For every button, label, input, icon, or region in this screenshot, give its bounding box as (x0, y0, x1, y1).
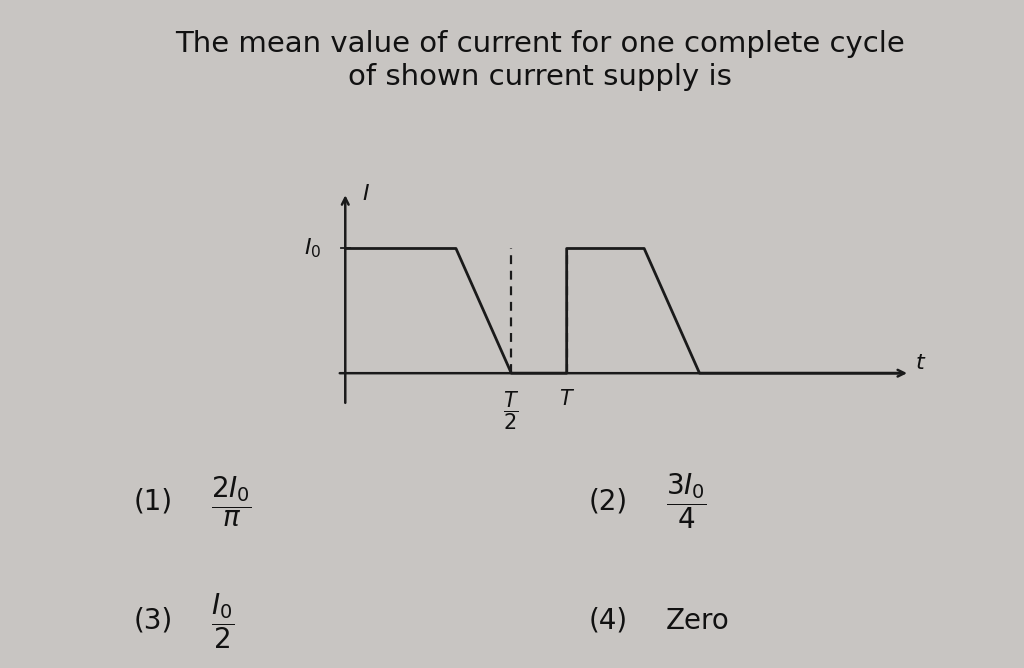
Text: $I_0$: $I_0$ (303, 236, 321, 261)
Text: $\dfrac{T}{2}$: $\dfrac{T}{2}$ (503, 389, 519, 432)
Text: $\dfrac{2I_0}{\pi}$: $\dfrac{2I_0}{\pi}$ (211, 474, 252, 528)
Text: $I$: $I$ (361, 184, 370, 204)
Text: Zero: Zero (666, 607, 730, 635)
Text: $\dfrac{3I_0}{4}$: $\dfrac{3I_0}{4}$ (666, 472, 707, 531)
Text: (4): (4) (589, 607, 628, 635)
Text: The mean value of current for one complete cycle: The mean value of current for one comple… (175, 30, 905, 58)
Text: (1): (1) (134, 487, 173, 515)
Text: $T$: $T$ (559, 389, 574, 409)
Text: $t$: $t$ (915, 353, 927, 373)
Text: $\dfrac{I_0}{2}$: $\dfrac{I_0}{2}$ (211, 591, 234, 651)
Text: of shown current supply is: of shown current supply is (348, 63, 732, 92)
Text: (3): (3) (134, 607, 173, 635)
Text: (2): (2) (589, 487, 628, 515)
